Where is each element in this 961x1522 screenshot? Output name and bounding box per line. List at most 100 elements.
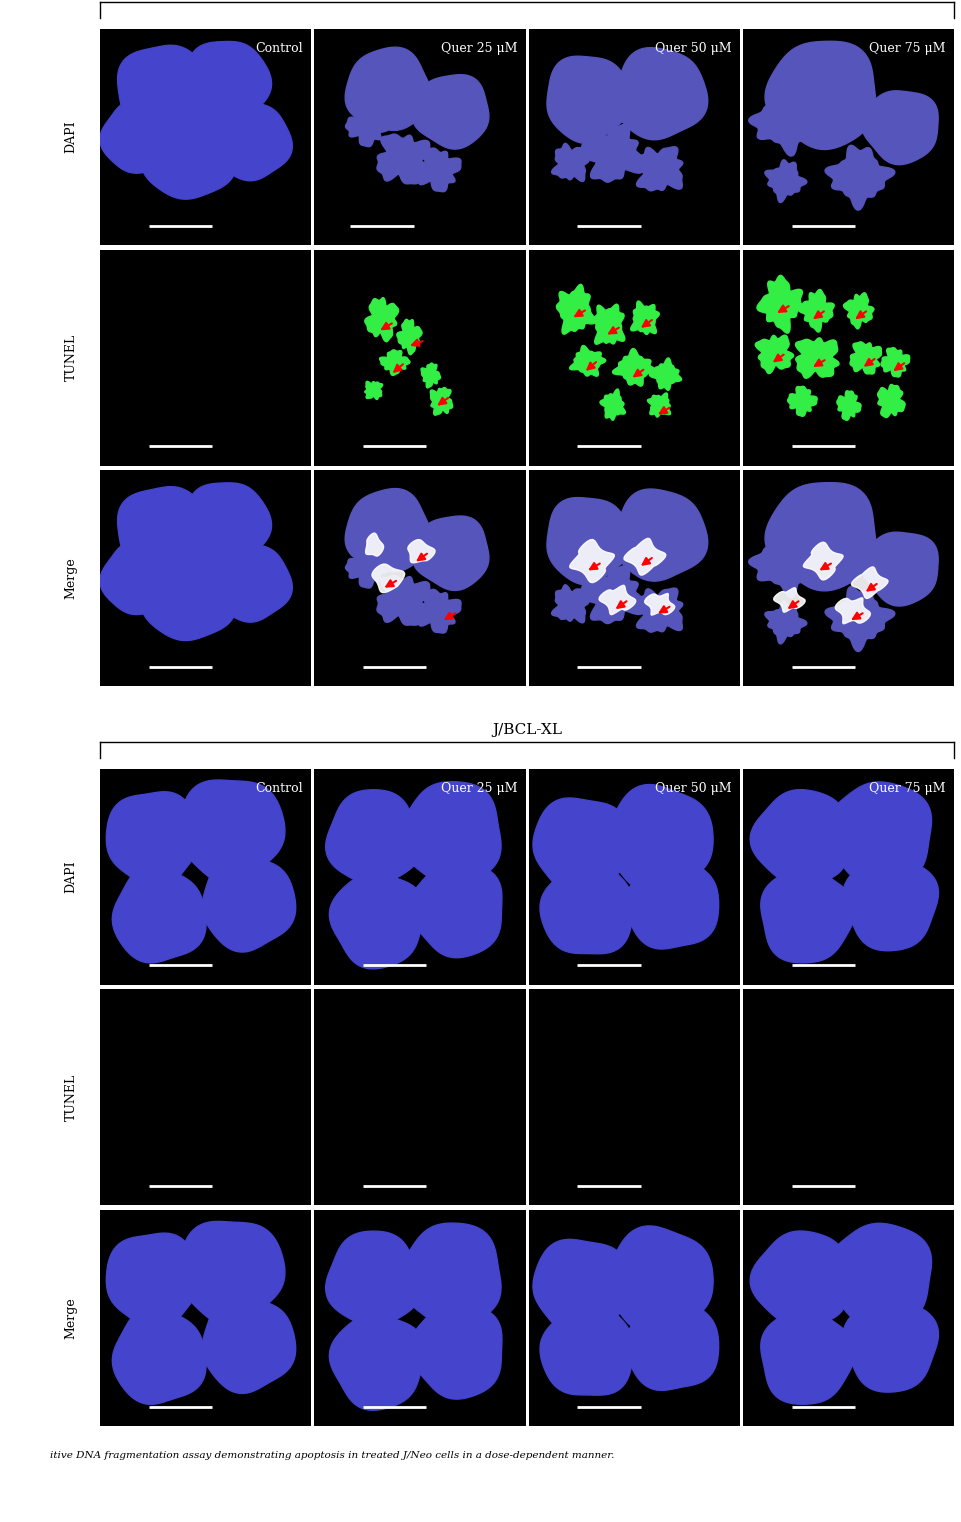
Text: Quer 25 μM: Quer 25 μM <box>440 43 517 55</box>
Polygon shape <box>635 146 682 190</box>
Polygon shape <box>606 1225 712 1332</box>
Polygon shape <box>861 533 937 606</box>
Polygon shape <box>581 125 643 183</box>
Polygon shape <box>112 1307 206 1405</box>
Polygon shape <box>569 539 614 583</box>
Text: Quer 25 μM: Quer 25 μM <box>440 782 517 794</box>
Polygon shape <box>748 88 822 157</box>
Polygon shape <box>100 540 173 615</box>
Text: Merge: Merge <box>64 1297 78 1339</box>
Text: itive DNA fragmentation assay demonstrating apoptosis in treated J/Neo cells in : itive DNA fragmentation assay demonstrat… <box>50 1450 614 1460</box>
Polygon shape <box>365 533 383 556</box>
Polygon shape <box>750 790 848 884</box>
Polygon shape <box>380 350 409 376</box>
Polygon shape <box>179 779 284 884</box>
Polygon shape <box>112 866 206 963</box>
Polygon shape <box>345 47 431 131</box>
Polygon shape <box>107 791 199 889</box>
Polygon shape <box>364 382 382 399</box>
Polygon shape <box>141 108 236 199</box>
Polygon shape <box>547 498 631 584</box>
Polygon shape <box>569 345 605 376</box>
Text: DAPI: DAPI <box>64 860 78 893</box>
Polygon shape <box>532 798 629 895</box>
Polygon shape <box>421 364 440 388</box>
Polygon shape <box>398 1224 501 1327</box>
Text: Quer 50 μM: Quer 50 μM <box>654 782 730 794</box>
Polygon shape <box>748 530 822 598</box>
Polygon shape <box>824 1224 930 1327</box>
Polygon shape <box>430 388 453 416</box>
Polygon shape <box>345 489 431 572</box>
Polygon shape <box>861 91 937 164</box>
Polygon shape <box>750 1231 848 1326</box>
Polygon shape <box>625 852 718 950</box>
Polygon shape <box>824 782 930 886</box>
Polygon shape <box>764 601 806 644</box>
Text: TUNEL: TUNEL <box>64 1073 78 1122</box>
Text: Quer 50 μM: Quer 50 μM <box>654 43 730 55</box>
Polygon shape <box>326 790 421 884</box>
Polygon shape <box>539 1300 632 1396</box>
Polygon shape <box>408 1304 502 1399</box>
Polygon shape <box>551 584 588 622</box>
Polygon shape <box>329 1315 424 1411</box>
Polygon shape <box>880 347 909 377</box>
Polygon shape <box>649 358 681 390</box>
Polygon shape <box>850 566 887 598</box>
Polygon shape <box>843 292 874 329</box>
Polygon shape <box>202 855 295 953</box>
Polygon shape <box>787 387 816 417</box>
Polygon shape <box>364 298 398 342</box>
Polygon shape <box>795 338 838 379</box>
Polygon shape <box>345 548 389 587</box>
Polygon shape <box>377 575 430 626</box>
Polygon shape <box>644 594 674 615</box>
Polygon shape <box>377 134 430 184</box>
Polygon shape <box>825 145 894 210</box>
Polygon shape <box>581 566 643 624</box>
Polygon shape <box>413 148 460 192</box>
Polygon shape <box>613 47 707 140</box>
Polygon shape <box>593 304 625 344</box>
Polygon shape <box>624 539 665 575</box>
Polygon shape <box>117 487 211 578</box>
Polygon shape <box>825 586 894 651</box>
Polygon shape <box>345 107 389 146</box>
Text: Quer 75 μM: Quer 75 μM <box>869 782 945 794</box>
Polygon shape <box>214 543 292 622</box>
Polygon shape <box>547 56 631 143</box>
Text: Control: Control <box>255 782 303 794</box>
Polygon shape <box>798 289 833 332</box>
Polygon shape <box>802 542 842 580</box>
Polygon shape <box>836 391 860 420</box>
Polygon shape <box>764 160 806 202</box>
Polygon shape <box>398 782 501 886</box>
Polygon shape <box>408 863 502 957</box>
Text: Quer 75 μM: Quer 75 μM <box>869 43 945 55</box>
Polygon shape <box>773 587 804 612</box>
Polygon shape <box>612 349 654 387</box>
Polygon shape <box>413 589 460 633</box>
Polygon shape <box>186 482 271 569</box>
Polygon shape <box>532 1239 629 1336</box>
Polygon shape <box>850 342 880 374</box>
Polygon shape <box>600 390 625 420</box>
Polygon shape <box>630 301 658 335</box>
Polygon shape <box>329 874 424 970</box>
Polygon shape <box>179 1221 284 1326</box>
Polygon shape <box>372 565 405 592</box>
Polygon shape <box>635 587 682 632</box>
Polygon shape <box>764 482 875 591</box>
Polygon shape <box>625 1294 718 1391</box>
Polygon shape <box>756 275 801 333</box>
Polygon shape <box>411 75 488 149</box>
Polygon shape <box>613 489 707 581</box>
Polygon shape <box>754 335 793 373</box>
Polygon shape <box>606 784 712 890</box>
Polygon shape <box>842 1297 938 1393</box>
Polygon shape <box>842 855 938 951</box>
Polygon shape <box>834 598 870 624</box>
Polygon shape <box>107 1233 199 1330</box>
Text: Control: Control <box>255 43 303 55</box>
